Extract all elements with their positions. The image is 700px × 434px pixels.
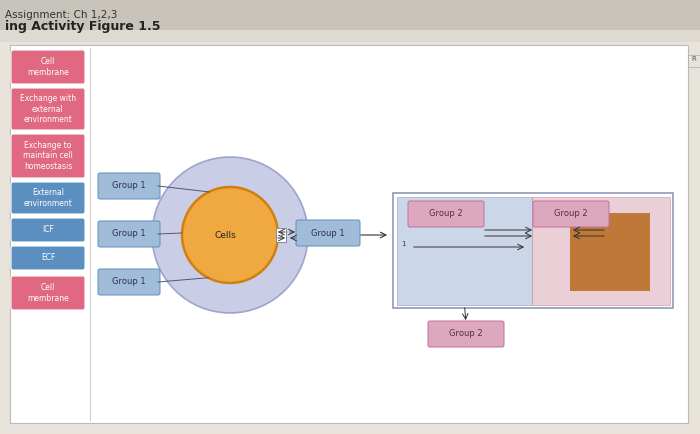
- FancyBboxPatch shape: [11, 218, 85, 242]
- Text: Group 2: Group 2: [449, 329, 483, 339]
- Bar: [688, 55, 700, 67]
- FancyBboxPatch shape: [11, 50, 85, 84]
- FancyBboxPatch shape: [98, 221, 160, 247]
- Bar: [397, 197, 532, 305]
- Circle shape: [182, 187, 278, 283]
- Text: Group 2: Group 2: [429, 210, 463, 218]
- Text: Cell
membrane: Cell membrane: [27, 283, 69, 302]
- Bar: [0, 0, 700, 30]
- Text: Cells: Cells: [214, 230, 236, 240]
- Text: ing Activity Figure 1.5: ing Activity Figure 1.5: [5, 20, 160, 33]
- FancyBboxPatch shape: [11, 182, 85, 214]
- Text: R: R: [692, 56, 696, 62]
- FancyBboxPatch shape: [296, 220, 360, 246]
- FancyBboxPatch shape: [428, 321, 504, 347]
- Text: Group 1: Group 1: [112, 230, 146, 239]
- Text: ECF: ECF: [41, 253, 55, 263]
- Text: Assignment: Ch 1,2,3: Assignment: Ch 1,2,3: [5, 10, 118, 20]
- FancyBboxPatch shape: [11, 246, 85, 270]
- Text: 1: 1: [279, 233, 283, 237]
- Bar: [276, 228, 286, 242]
- Circle shape: [152, 157, 308, 313]
- Bar: [0, 30, 700, 42]
- Text: Group 1: Group 1: [112, 181, 146, 191]
- Text: Exchange to
maintain cell
homeostasis: Exchange to maintain cell homeostasis: [23, 141, 73, 171]
- FancyBboxPatch shape: [11, 134, 85, 178]
- Text: Exchange with
external
environment: Exchange with external environment: [20, 94, 76, 124]
- FancyBboxPatch shape: [98, 173, 160, 199]
- Text: Group 2: Group 2: [554, 210, 588, 218]
- Bar: [532, 197, 670, 305]
- Bar: [10, 45, 688, 423]
- FancyBboxPatch shape: [533, 201, 609, 227]
- Text: Cell
membrane: Cell membrane: [27, 57, 69, 77]
- FancyBboxPatch shape: [11, 88, 85, 130]
- FancyBboxPatch shape: [11, 276, 85, 310]
- Text: Group 1: Group 1: [112, 277, 146, 286]
- Text: External
environment: External environment: [24, 188, 72, 208]
- Bar: [570, 213, 650, 291]
- Text: ICF: ICF: [42, 226, 54, 234]
- FancyBboxPatch shape: [408, 201, 484, 227]
- Bar: [393, 193, 673, 308]
- FancyBboxPatch shape: [98, 269, 160, 295]
- Text: Group 1: Group 1: [312, 228, 345, 237]
- Text: 1: 1: [401, 241, 405, 247]
